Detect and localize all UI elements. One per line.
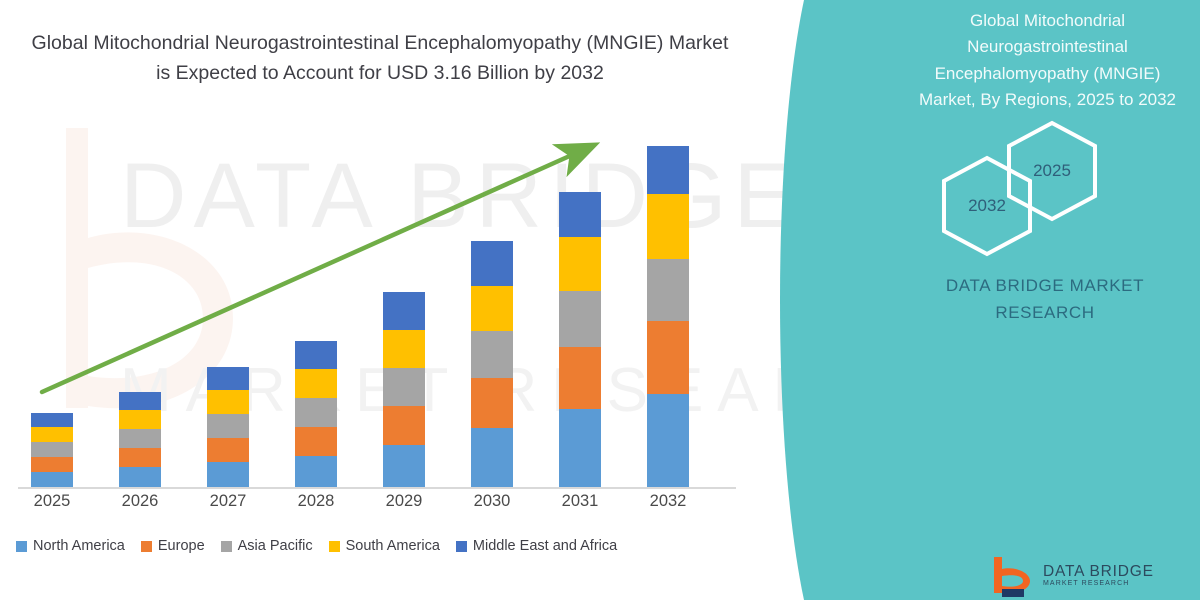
bar-segment (383, 368, 425, 406)
bar-segment (647, 146, 689, 194)
brand-name: DATA BRIDGE MARKET RESEARCH (945, 276, 1145, 323)
plot-area (0, 100, 760, 488)
hex-badge-label: 2032 (968, 196, 1006, 215)
data-bridge-mark-icon (994, 557, 1030, 597)
bar-segment (383, 406, 425, 445)
bar-group (31, 413, 73, 488)
bar-segment (471, 378, 513, 428)
legend-label: North America (33, 538, 125, 554)
x-axis-tick-label: 2031 (561, 492, 599, 510)
bar-segment (31, 413, 73, 427)
bar-segment (647, 321, 689, 394)
legend-label: South America (345, 538, 440, 554)
legend-swatch (220, 540, 232, 552)
x-axis: 2025 2026 2027 2028 2029 2030 2031 2032 (0, 492, 760, 522)
x-axis-tick-label: 2032 (649, 492, 687, 510)
bar-segment (559, 237, 601, 291)
legend-item[interactable]: Europe (140, 538, 205, 554)
bar-segment (119, 392, 161, 410)
bar-segment (207, 367, 249, 390)
bar-segment (471, 241, 513, 286)
legend-label: Asia Pacific (237, 538, 313, 554)
bar-group (559, 192, 601, 488)
bar-segment (119, 448, 161, 467)
x-axis-tick-label: 2027 (209, 492, 247, 510)
bar-segment (383, 445, 425, 488)
bar-segment (647, 259, 689, 321)
hex-badge-2032: 2032 (938, 153, 1036, 259)
bar-segment (207, 414, 249, 438)
legend-item[interactable]: Middle East and Africa (455, 538, 618, 554)
x-axis-tick-label: 2030 (473, 492, 511, 510)
dbmr-logo-line-1: DATA BRIDGE (1043, 563, 1154, 581)
legend-label: Middle East and Africa (472, 538, 618, 554)
bar-segment (31, 427, 73, 442)
bar-segment (295, 427, 337, 456)
bar-segment (471, 428, 513, 488)
bar-segment (559, 291, 601, 347)
right-panel-title: Global Mitochondrial Neurogastrointestin… (918, 11, 1177, 110)
bar-segment (207, 438, 249, 462)
hexagon-outline-icon (942, 155, 1032, 257)
legend-swatch (328, 540, 340, 552)
x-axis-tick-label: 2028 (297, 492, 335, 510)
bar-segment (119, 410, 161, 429)
x-axis-tick-label: 2026 (121, 492, 159, 510)
bar-group (207, 367, 249, 488)
bar-segment (119, 429, 161, 448)
hex-badge-2025: 2025 (1003, 118, 1101, 224)
axis-baseline (18, 487, 736, 489)
bar-segment (207, 390, 249, 414)
bar-segment (119, 467, 161, 488)
bar-segment (383, 330, 425, 368)
bar-segment (295, 398, 337, 427)
chart-legend: North America Europe Asia Pacific South Ame… (16, 538, 756, 554)
bar-group (295, 341, 337, 488)
bar-segment (559, 347, 601, 409)
bar-segment (471, 331, 513, 378)
hexagon-outline-icon (1007, 120, 1097, 222)
chart-panel: DATA BRIDGE MARKET RESEARCH Global Mitoc… (0, 32, 860, 554)
hex-badge-label: 2025 (1033, 161, 1071, 180)
legend-item[interactable]: North America (16, 538, 125, 554)
legend-label: Europe (157, 538, 205, 554)
bar-segment (471, 286, 513, 331)
bar-segment (31, 472, 73, 488)
x-axis-tick-label: 2029 (385, 492, 423, 510)
x-axis-tick-label: 2025 (33, 492, 71, 510)
page-title: Global Mitochondrial Neurogastrointestin… (31, 32, 729, 85)
legend-swatch (16, 540, 27, 552)
bar-segment (295, 341, 337, 369)
bar-segment (31, 457, 73, 472)
legend-item[interactable]: South America (328, 538, 440, 554)
bar-segment (295, 456, 337, 488)
bar-group (119, 392, 161, 488)
bar-segment (295, 369, 337, 398)
bar-group (471, 241, 513, 488)
bar-segment (383, 292, 425, 330)
dbmr-logo: DATA BRIDGE MARKET RESEARCH (990, 552, 1200, 600)
right-side-panel: Global Mitochondrial Neurogastrointestin… (760, 0, 1200, 600)
bar-group (383, 292, 425, 488)
bar-segment (559, 192, 601, 237)
legend-swatch (140, 540, 152, 552)
bar-segment (559, 409, 601, 488)
bar-segment (207, 462, 249, 488)
bar-segment (647, 394, 689, 488)
dbmr-logo-line-2: MARKET RESEARCH (1043, 580, 1130, 588)
legend-item[interactable]: Asia Pacific (220, 538, 313, 554)
legend-swatch (455, 540, 467, 552)
bar-segment (31, 442, 73, 457)
bar-segment (647, 194, 689, 259)
bar-group (647, 146, 689, 488)
